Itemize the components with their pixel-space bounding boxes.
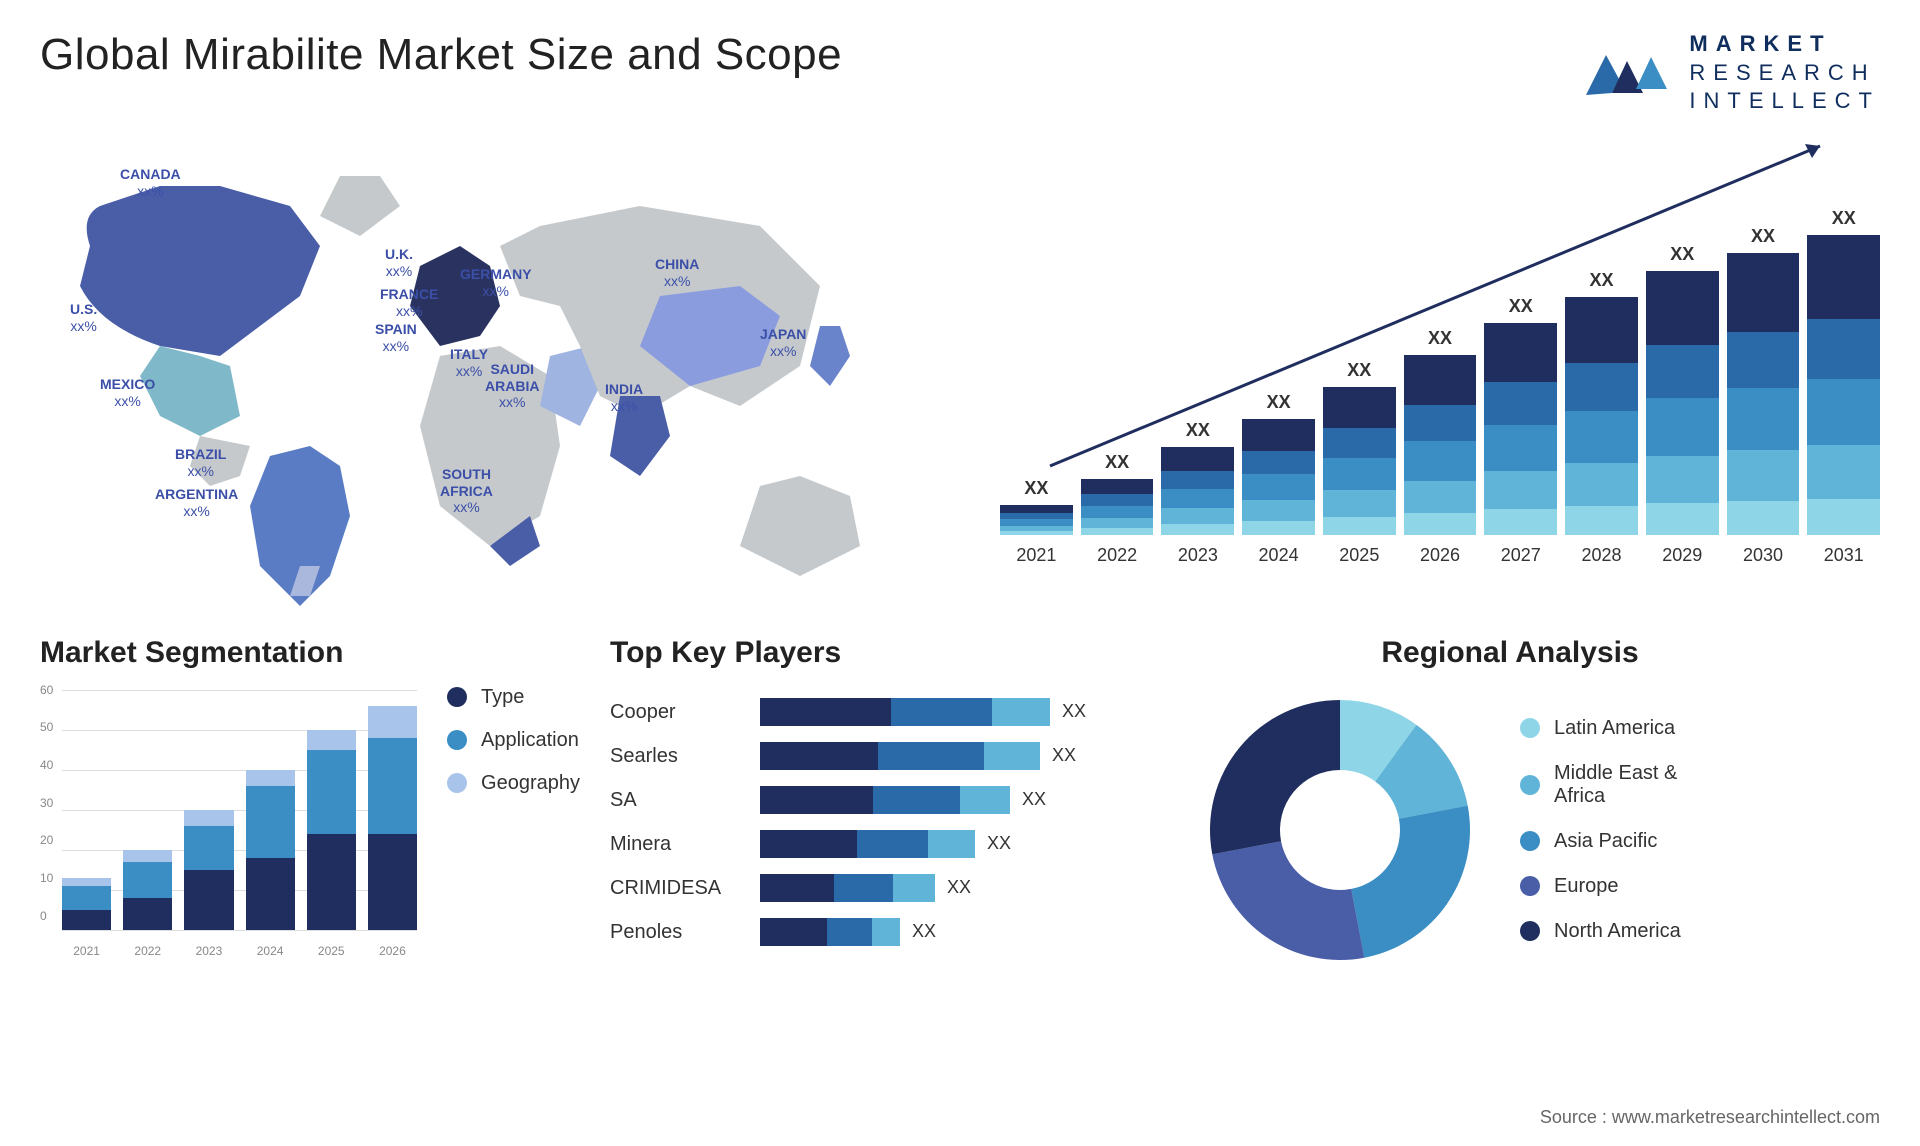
player-bar-minera: XX [760, 830, 1170, 858]
donut-seg-asiapacific [1351, 805, 1470, 957]
player-name-searles: Searles [610, 742, 740, 770]
growth-bar-2024: XX2024 [1242, 392, 1315, 566]
seg-legend-application: Application [447, 729, 580, 752]
growth-bar-2023: XX2023 [1161, 420, 1234, 566]
map-label-japan: JAPANxx% [760, 326, 806, 360]
map-label-argentina: ARGENTINAxx% [155, 486, 238, 520]
growth-bar-2027: XX2027 [1484, 296, 1557, 566]
logo-text-2: RESEARCH [1689, 59, 1880, 88]
regional-legend-asiapacific: Asia Pacific [1520, 830, 1681, 853]
growth-bar-2031: XX2031 [1807, 208, 1880, 566]
regional-title: Regional Analysis [1200, 636, 1820, 670]
seg-bar-2025: 2025 [307, 730, 356, 930]
player-bar-searles: XX [760, 742, 1170, 770]
growth-bar-2030: XX2030 [1727, 226, 1800, 566]
seg-bar-2026: 2026 [368, 706, 417, 930]
segmentation-legend: Type Application Geography [447, 636, 580, 970]
map-label-germany: GERMANYxx% [460, 266, 532, 300]
world-map-panel: CANADAxx% U.S.xx% MEXICOxx% BRAZILxx% ARGENT… [40, 146, 960, 606]
map-label-france: FRANCExx% [380, 286, 438, 320]
player-name-minera: Minera [610, 830, 740, 858]
regional-legend-northamerica: North America [1520, 920, 1681, 943]
growth-bar-chart: XX2021XX2022XX2023XX2024XX2025XX2026XX20… [1000, 146, 1880, 606]
map-label-india: INDIAxx% [605, 381, 643, 415]
source-text: Source : www.marketresearchintellect.com [1540, 1107, 1880, 1128]
regional-donut [1200, 690, 1480, 970]
logo-text-3: INTELLECT [1689, 87, 1880, 116]
player-name-penoles: Penoles [610, 918, 740, 946]
regional-legend-europe: Europe [1520, 875, 1681, 898]
regional-legend-latinamerica: Latin America [1520, 717, 1681, 740]
map-label-uk: U.K.xx% [385, 246, 413, 280]
player-name-crimidesa: CRIMIDESA [610, 874, 740, 902]
seg-bar-2023: 2023 [184, 810, 233, 930]
brand-logo: MARKET RESEARCH INTELLECT [1581, 30, 1880, 116]
growth-bar-2029: XX2029 [1646, 244, 1719, 566]
map-label-canada: CANADAxx% [120, 166, 181, 200]
map-label-china: CHINAxx% [655, 256, 699, 290]
donut-seg-europe [1212, 841, 1364, 960]
map-label-southafrica: SOUTHAFRICAxx% [440, 466, 493, 516]
page-title: Global Mirabilite Market Size and Scope [40, 30, 842, 80]
players-title: Top Key Players [610, 636, 1170, 670]
map-label-italy: ITALYxx% [450, 346, 488, 380]
player-bar-sa: XX [760, 786, 1170, 814]
seg-bar-2022: 2022 [123, 850, 172, 930]
player-bar-cooper: XX [760, 698, 1170, 726]
players-panel: Top Key Players Cooper Searles SA Minera CRI… [610, 636, 1170, 970]
player-bar-penoles: XX [760, 918, 1170, 946]
growth-bar-2026: XX2026 [1404, 328, 1477, 566]
segmentation-panel: Market Segmentation 6050403020100 202120… [40, 636, 580, 970]
segmentation-title: Market Segmentation [40, 636, 417, 670]
seg-bar-2021: 2021 [62, 878, 111, 930]
map-label-spain: SPAINxx% [375, 321, 417, 355]
player-name-sa: SA [610, 786, 740, 814]
segmentation-chart: 6050403020100 202120222023202420252026 [40, 690, 417, 970]
donut-seg-northamerica [1210, 700, 1340, 854]
logo-text-1: MARKET [1689, 30, 1880, 59]
growth-bar-2025: XX2025 [1323, 360, 1396, 566]
regional-panel: Regional Analysis Latin America Middle Ea… [1200, 636, 1820, 970]
seg-legend-type: Type [447, 686, 580, 709]
seg-legend-geography: Geography [447, 772, 580, 795]
growth-bar-2028: XX2028 [1565, 270, 1638, 566]
player-name-cooper: Cooper [610, 698, 740, 726]
regional-legend-middleeastafrica: Middle East &Africa [1520, 762, 1681, 808]
map-label-us: U.S.xx% [70, 301, 97, 335]
seg-bar-2024: 2024 [246, 770, 295, 930]
player-bar-crimidesa: XX [760, 874, 1170, 902]
growth-bar-2021: XX2021 [1000, 478, 1073, 566]
map-label-saudiarabia: SAUDIARABIAxx% [485, 361, 539, 411]
growth-bar-2022: XX2022 [1081, 452, 1154, 566]
map-label-mexico: MEXICOxx% [100, 376, 155, 410]
logo-mark [1581, 41, 1671, 105]
map-label-brazil: BRAZILxx% [175, 446, 226, 480]
regional-legend: Latin America Middle East &Africa Asia Pac… [1520, 717, 1681, 943]
